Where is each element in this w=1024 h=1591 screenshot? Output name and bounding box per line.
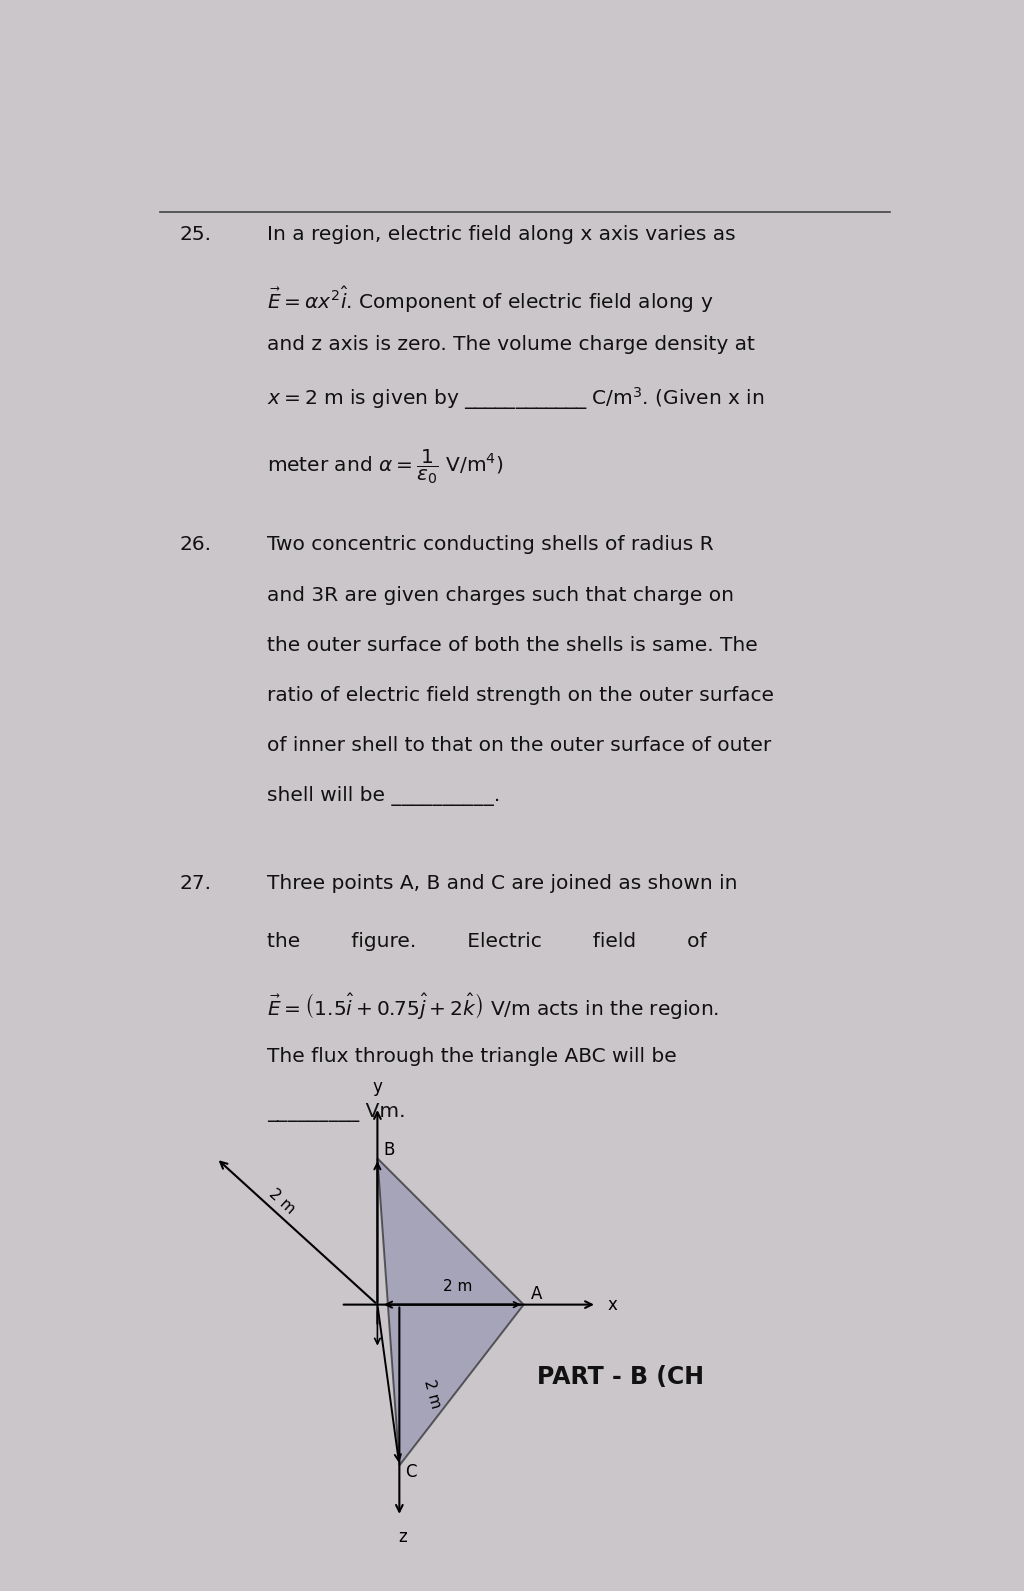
Text: 26.: 26. — [179, 535, 212, 554]
Text: PART - B (CH: PART - B (CH — [537, 1365, 703, 1389]
Text: Three points A, B and C are joined as shown in: Three points A, B and C are joined as sh… — [267, 873, 737, 893]
Text: 25.: 25. — [179, 226, 212, 245]
Text: B: B — [383, 1141, 394, 1158]
Text: $\vec{E} = \alpha x^2\hat{i}$. Component of electric field along y: $\vec{E} = \alpha x^2\hat{i}$. Component… — [267, 285, 714, 315]
Text: the        figure.        Electric        field        of: the figure. Electric field of — [267, 932, 707, 951]
Text: The flux through the triangle ABC will be: The flux through the triangle ABC will b… — [267, 1047, 677, 1066]
Text: _________ Vm.: _________ Vm. — [267, 1103, 406, 1122]
Text: $\vec{E} = \left(1.5\hat{i} + 0.75\hat{j} + 2\hat{k}\right)$ V/m acts in the reg: $\vec{E} = \left(1.5\hat{i} + 0.75\hat{j… — [267, 993, 719, 1021]
Polygon shape — [378, 1158, 523, 1465]
Text: C: C — [406, 1462, 417, 1481]
Text: and 3R are given charges such that charge on: and 3R are given charges such that charg… — [267, 585, 734, 605]
Text: x: x — [608, 1295, 617, 1314]
Text: 2 m: 2 m — [443, 1279, 472, 1295]
Text: 27.: 27. — [179, 873, 212, 893]
Text: $x = 2$ m is given by ____________ C/m$^3$. (Given x in: $x = 2$ m is given by ____________ C/m$^… — [267, 385, 764, 412]
Text: and z axis is zero. The volume charge density at: and z axis is zero. The volume charge de… — [267, 334, 755, 353]
Text: In a region, electric field along x axis varies as: In a region, electric field along x axis… — [267, 226, 735, 245]
Text: Two concentric conducting shells of radius R: Two concentric conducting shells of radi… — [267, 535, 714, 554]
Text: y: y — [373, 1079, 382, 1096]
Text: 2 m: 2 m — [421, 1378, 443, 1410]
Text: meter and $\alpha = \dfrac{1}{\varepsilon_0}$ V/m$^4$): meter and $\alpha = \dfrac{1}{\varepsilo… — [267, 447, 504, 487]
Text: ratio of electric field strength on the outer surface: ratio of electric field strength on the … — [267, 686, 774, 705]
Text: 2 m: 2 m — [266, 1185, 298, 1217]
Text: z: z — [398, 1527, 408, 1546]
Text: A: A — [531, 1286, 543, 1303]
Text: shell will be __________.: shell will be __________. — [267, 786, 500, 807]
Text: of inner shell to that on the outer surface of outer: of inner shell to that on the outer surf… — [267, 737, 771, 756]
Text: the outer surface of both the shells is same. The: the outer surface of both the shells is … — [267, 636, 758, 655]
